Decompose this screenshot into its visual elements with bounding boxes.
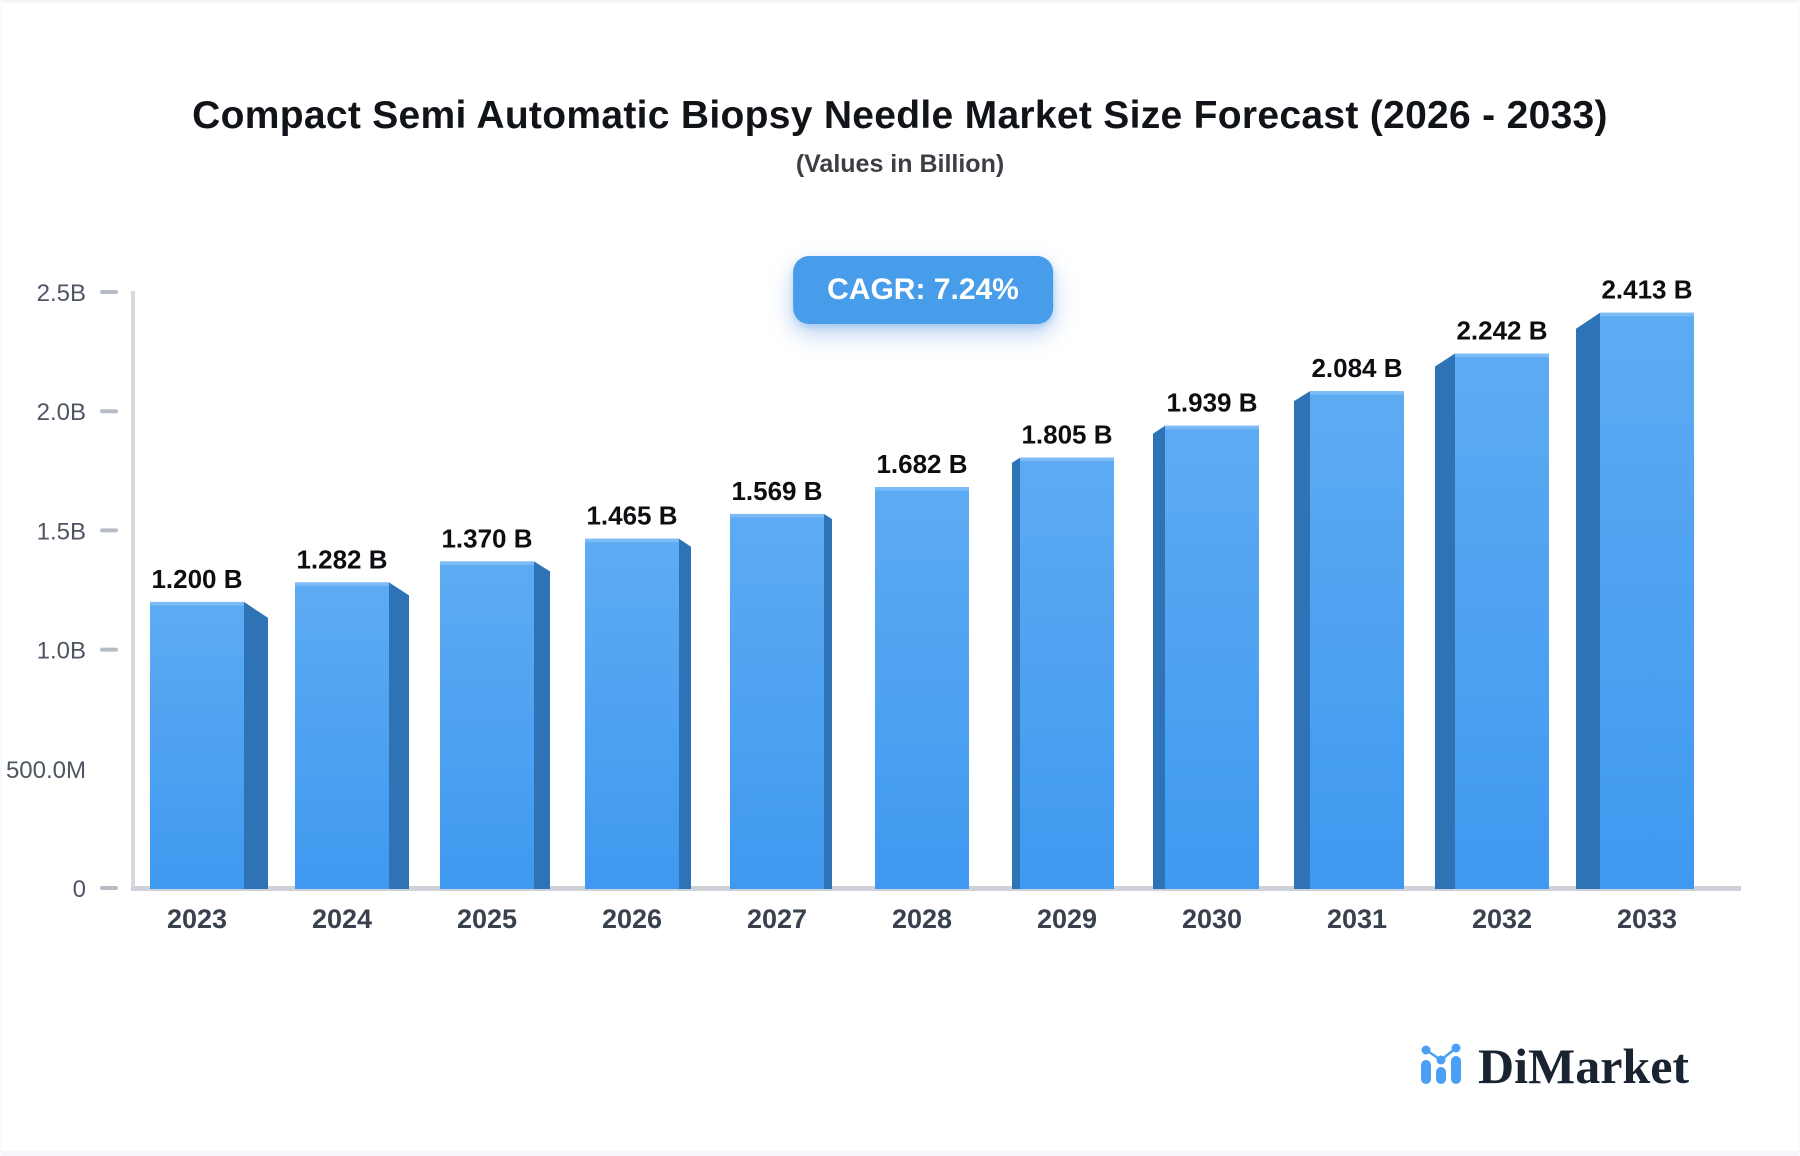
chart-subtitle: (Values in Billion) <box>795 150 1005 178</box>
bar-face <box>1165 425 1259 889</box>
x-axis-label-year: 2023 <box>167 904 227 934</box>
bar-value-label: 1.805 B <box>1021 420 1112 450</box>
x-axis-label-year: 2024 <box>312 904 372 934</box>
bar-top-highlight <box>875 487 969 491</box>
x-axis-label-year: 2030 <box>1182 904 1242 934</box>
bar-2029: 1.805 B 2029 <box>1012 420 1114 934</box>
y-axis-tick-label: 2.5B <box>37 280 86 307</box>
bar-top-highlight <box>295 582 389 586</box>
bar-value-label: 1.370 B <box>441 523 532 553</box>
y-axis-tick-dash <box>100 886 118 890</box>
y-axis-tick-dash <box>100 290 118 294</box>
y-axis-line <box>131 291 135 890</box>
chart-title: Compact Semi Automatic Biopsy Needle Mar… <box>192 94 1608 137</box>
bar-face <box>295 582 389 889</box>
bar-top-highlight <box>1310 391 1404 395</box>
bar-value-label: 1.282 B <box>296 544 387 574</box>
bar-value-label: 1.569 B <box>731 476 822 506</box>
bar-value-label: 1.465 B <box>586 501 677 531</box>
cagr-badge: CAGR: 7.24% <box>793 256 1053 324</box>
bar-2030: 1.939 B 2030 <box>1153 388 1259 934</box>
bar-value-label: 1.682 B <box>876 449 967 479</box>
x-axis-label-year: 2029 <box>1037 904 1097 934</box>
logo-dot <box>1436 1055 1446 1065</box>
x-axis-label-year: 2031 <box>1327 904 1387 934</box>
bar-3d-side <box>1294 391 1310 889</box>
bar-face <box>1600 312 1694 889</box>
y-axis-tick-dash <box>100 528 118 533</box>
viewport-edge-bottom <box>0 1151 1800 1156</box>
logo-bar <box>1421 1060 1431 1084</box>
bar-2032: 2.242 B 2032 <box>1435 316 1549 934</box>
x-axis-label-year: 2027 <box>747 904 807 934</box>
brand-logo-text: DiMarket <box>1478 1038 1690 1094</box>
x-axis-label-year: 2026 <box>602 904 662 934</box>
bar-3d-side <box>1576 312 1600 889</box>
bar-3d-side <box>389 582 409 889</box>
bar-top-highlight <box>585 538 679 543</box>
y-axis-tick-label: 500.0M <box>6 757 86 784</box>
bar-2033: 2.413 B 2033 <box>1576 275 1694 934</box>
bar-face <box>875 487 969 889</box>
bar-value-label: 2.084 B <box>1311 353 1402 383</box>
y-axis-tick-dash <box>100 409 118 414</box>
bar-face <box>1310 391 1404 889</box>
bar-face <box>730 513 824 889</box>
bar-3d-side <box>1012 457 1020 889</box>
brand-logo: DiMarket <box>1419 1038 1690 1094</box>
bar-3d-side <box>824 513 832 889</box>
bar-value-label: 1.200 B <box>151 564 242 594</box>
logo-dot <box>1451 1043 1461 1053</box>
bar-face <box>1020 457 1114 889</box>
y-axis-tick-label: 1.5B <box>37 518 86 545</box>
y-axis-tick-label: 2.0B <box>37 399 86 426</box>
bar-2025: 1.370 B 2025 <box>440 523 550 934</box>
bar-top-highlight <box>1165 425 1259 430</box>
viewport-edge-left <box>0 0 2 1156</box>
bar-top-highlight <box>1455 353 1549 358</box>
bar-top-highlight <box>1020 457 1114 462</box>
y-axis-tick-label: 1.0B <box>37 638 86 665</box>
bar-3d-side <box>1435 353 1455 889</box>
bar-3d-side <box>244 601 268 889</box>
bar-top-highlight <box>440 561 534 565</box>
bar-value-label: 1.939 B <box>1166 388 1257 418</box>
bar-top-highlight <box>730 513 824 518</box>
bar-face <box>585 538 679 889</box>
bar-2023: 1.200 B 2023 <box>150 564 268 934</box>
bar-face <box>150 601 244 889</box>
bar-2026: 1.465 B 2026 <box>585 501 691 934</box>
bar-value-label: 2.242 B <box>1456 316 1547 346</box>
bar-3d-side <box>534 561 550 889</box>
bar-3d-side <box>1153 425 1165 889</box>
x-axis-label-year: 2032 <box>1472 904 1532 934</box>
x-axis-label-year: 2033 <box>1617 904 1677 934</box>
y-axis-tick-dash <box>100 647 118 652</box>
bar-top-highlight <box>1600 312 1694 317</box>
bar-value-label: 2.413 B <box>1601 275 1692 305</box>
viewport-edge-top <box>0 0 1800 3</box>
logo-bar <box>1451 1056 1461 1084</box>
mini-bar-chart-icon <box>1421 1043 1461 1084</box>
bar-face <box>440 561 534 889</box>
y-axis-tick-label: 0 <box>73 876 86 903</box>
viewport-edge-right <box>1798 0 1800 1156</box>
bar-3d-side <box>679 538 691 889</box>
logo-bar <box>1436 1067 1446 1084</box>
bar-2028: 1.682 B 2028 <box>875 449 969 934</box>
bar-2024: 1.282 B 2024 <box>295 544 409 934</box>
bar-2031: 2.084 B 2031 <box>1294 353 1404 934</box>
bar-2027: 1.569 B 2027 <box>730 476 832 934</box>
x-axis-label-year: 2028 <box>892 904 952 934</box>
logo-dot <box>1421 1045 1431 1055</box>
bar-top-highlight <box>150 601 244 606</box>
x-axis-label-year: 2025 <box>457 904 517 934</box>
bar-face <box>1455 353 1549 889</box>
